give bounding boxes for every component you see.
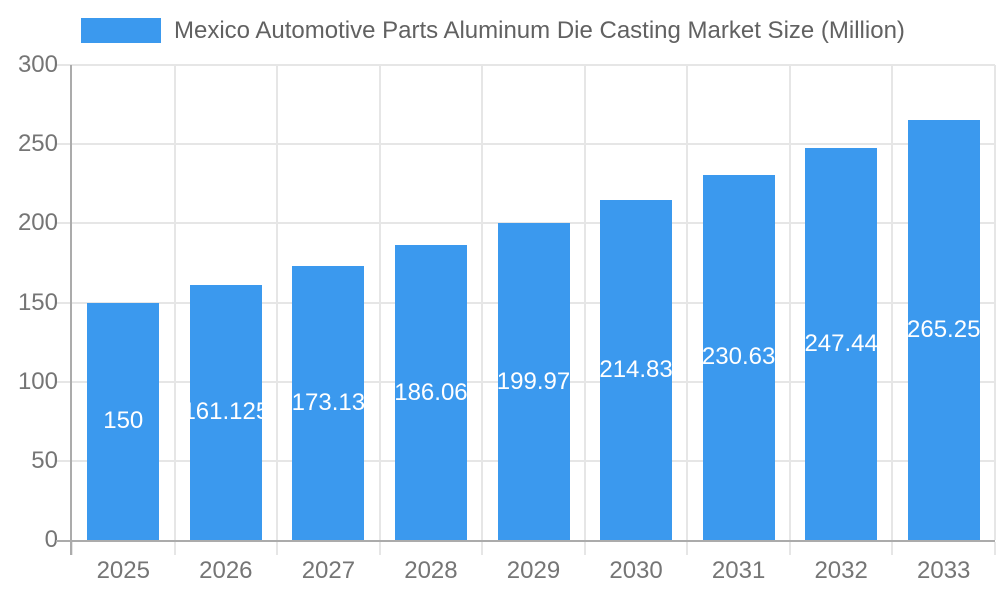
x-axis-tick bbox=[276, 542, 279, 555]
bar-value-label: 186.06 bbox=[394, 378, 467, 406]
y-axis-label: 250 bbox=[17, 130, 58, 158]
y-axis-tick bbox=[56, 301, 72, 304]
y-axis-tick bbox=[56, 64, 72, 66]
x-axis-tick bbox=[994, 542, 996, 555]
x-axis-label: 2027 bbox=[301, 557, 356, 584]
y-axis-label: 100 bbox=[17, 367, 58, 395]
bar-value-label: 173.13 bbox=[292, 388, 365, 416]
bar-value-label: 150 bbox=[103, 407, 144, 435]
legend-item[interactable]: Mexico Automotive Parts Aluminum Die Cas… bbox=[81, 18, 905, 43]
x-axis-tick bbox=[378, 542, 381, 555]
bar-value-label: 265.25 bbox=[907, 316, 980, 343]
bar-2033[interactable]: 265.25 bbox=[907, 120, 980, 540]
x-axis-tick bbox=[686, 542, 689, 555]
y-axis-label: 50 bbox=[31, 446, 58, 474]
y-axis-label: 150 bbox=[17, 288, 58, 316]
gridline-vertical bbox=[994, 65, 996, 540]
bar-2028[interactable]: 186.06 bbox=[394, 245, 467, 540]
gridline-vertical bbox=[891, 65, 894, 540]
x-axis-tick bbox=[71, 542, 73, 555]
x-axis-label: 2029 bbox=[506, 557, 561, 584]
bar-2032[interactable]: 247.44 bbox=[805, 148, 878, 540]
bar-value-label: 161.125 bbox=[190, 398, 262, 426]
gridline-horizontal bbox=[72, 143, 995, 146]
y-axis-tick bbox=[56, 222, 72, 225]
y-axis-label: 200 bbox=[17, 209, 58, 237]
bar-2030[interactable]: 214.83 bbox=[600, 199, 673, 540]
gridline-horizontal bbox=[72, 222, 995, 225]
y-axis-tick bbox=[56, 143, 72, 146]
y-axis-label: 300 bbox=[17, 51, 58, 78]
legend-swatch-icon bbox=[81, 18, 161, 43]
bar-2027[interactable]: 173.13 bbox=[292, 265, 365, 540]
x-axis-tick bbox=[173, 542, 176, 555]
bar-2025[interactable]: 150 bbox=[87, 302, 160, 540]
y-axis-label: 0 bbox=[44, 526, 58, 553]
bar-value-label: 199.97 bbox=[497, 367, 570, 395]
x-axis-label: 2032 bbox=[814, 557, 868, 584]
x-axis-tick bbox=[788, 542, 791, 555]
gridline-vertical bbox=[788, 65, 791, 540]
x-axis-label: 2033 bbox=[917, 557, 971, 584]
gridline-vertical bbox=[481, 65, 484, 540]
bar-2031[interactable]: 230.63 bbox=[702, 174, 775, 540]
bar-value-label: 214.83 bbox=[600, 355, 673, 383]
x-axis-label: 2028 bbox=[404, 557, 458, 584]
gridline-vertical bbox=[276, 65, 279, 540]
x-axis-tick bbox=[583, 542, 586, 555]
x-axis-label: 2030 bbox=[609, 557, 663, 584]
bar-value-label: 230.63 bbox=[702, 343, 775, 371]
legend-label: Mexico Automotive Parts Aluminum Die Cas… bbox=[174, 17, 905, 44]
x-axis-tick bbox=[481, 542, 484, 555]
gridline-vertical bbox=[583, 65, 586, 540]
gridline-vertical bbox=[686, 65, 689, 540]
gridline-vertical bbox=[173, 65, 176, 540]
y-axis-tick bbox=[56, 380, 72, 383]
y-axis-line bbox=[70, 65, 72, 555]
bar-value-label: 247.44 bbox=[805, 330, 878, 358]
y-axis-tick bbox=[56, 459, 72, 462]
x-axis-label: 2031 bbox=[711, 557, 766, 584]
x-axis-line bbox=[56, 540, 995, 542]
x-axis-tick bbox=[891, 542, 894, 555]
x-axis-label: 2026 bbox=[199, 557, 253, 584]
gridline-horizontal bbox=[72, 64, 995, 66]
x-axis-label: 2025 bbox=[96, 557, 150, 584]
bar-2026[interactable]: 161.125 bbox=[189, 284, 262, 540]
bar-2029[interactable]: 199.97 bbox=[497, 223, 570, 540]
gridline-vertical bbox=[378, 65, 381, 540]
